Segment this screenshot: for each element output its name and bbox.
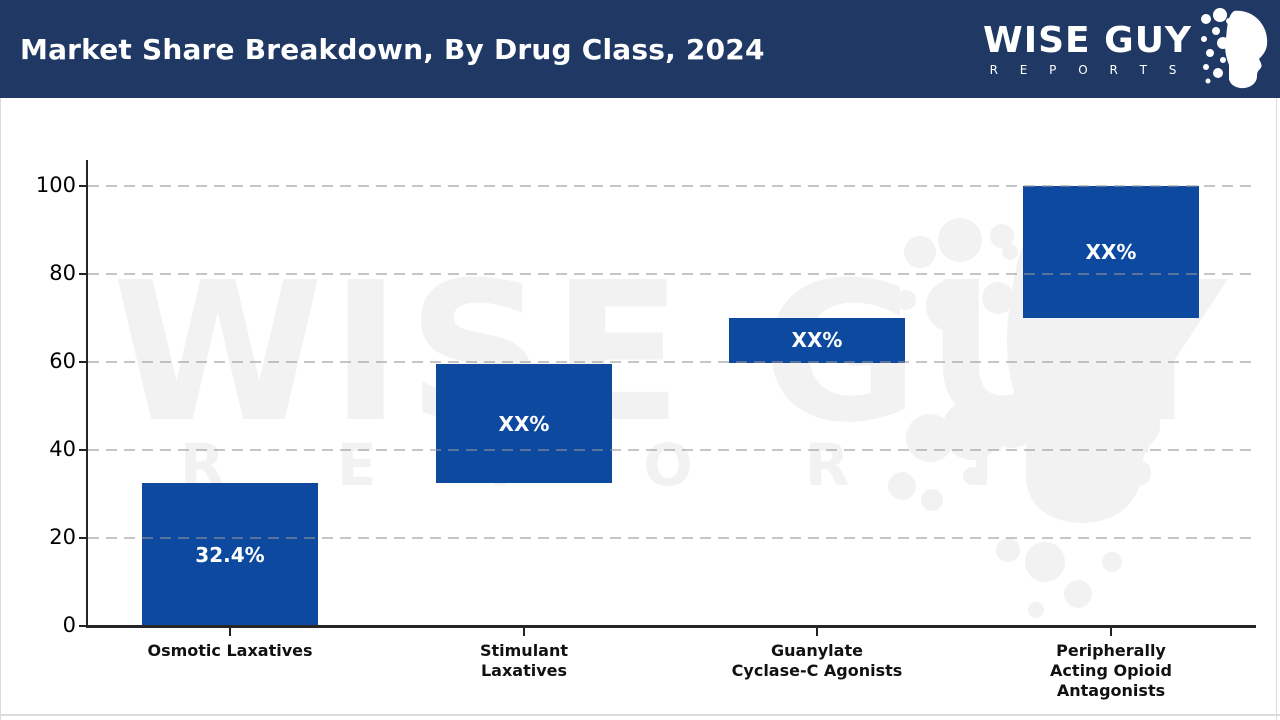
bar-guanylate-cyclase-c-agonists: XX% [729, 318, 905, 363]
gridline-100 [88, 185, 1256, 187]
y-tick-label-20: 20 [49, 525, 76, 549]
bar-stimulant-laxatives: XX% [436, 364, 612, 484]
bar-peripherally-acting-opioid-antagonists: XX% [1023, 186, 1199, 318]
logo-subtitle: R E P O R T S [989, 62, 1186, 77]
category-label-line: Laxatives [480, 661, 568, 680]
x-tick-mark [816, 628, 818, 636]
bar-value-label: 32.4% [195, 542, 265, 567]
bar-value-label: XX% [791, 328, 843, 353]
category-label-line: Antagonists [1056, 681, 1166, 700]
category-label-osmotic-laxatives: Osmotic Laxatives [70, 641, 390, 661]
y-tick-label-40: 40 [49, 437, 76, 461]
face-profile-logo-icon [1201, 8, 1268, 89]
right-rule [1276, 98, 1277, 720]
gridline-80 [88, 273, 1256, 275]
bar-value-label: XX% [1085, 240, 1137, 264]
left-rule [0, 98, 1, 720]
x-tick-mark [229, 628, 231, 636]
category-label-line: Peripherally [1056, 641, 1166, 660]
category-label-line: Cyclase-C Agonists [731, 661, 903, 680]
x-tick-mark [1110, 628, 1112, 636]
y-tick-mark [79, 537, 87, 539]
bottom-rule [0, 714, 1280, 716]
category-label-stimulant-laxatives: Stimulant Laxatives [364, 641, 684, 681]
category-label-line: Osmotic Laxatives [147, 641, 313, 660]
gridline-60 [88, 361, 1256, 363]
logo-wordmark: WISE GUY [982, 19, 1192, 61]
y-tick-mark [79, 449, 87, 451]
logo-text: WISE GUY R E P O R T S [982, 19, 1192, 77]
bar-osmotic-laxatives: 32.4% [142, 483, 318, 626]
y-tick-label-0: 0 [62, 613, 76, 637]
y-tick-mark [79, 625, 87, 627]
y-tick-mark [79, 273, 87, 275]
x-axis-baseline [86, 625, 1256, 628]
gridline-20 [88, 537, 1256, 539]
y-tick-label-60: 60 [49, 349, 76, 373]
category-label-line: Guanylate [771, 641, 863, 660]
y-tick-mark [79, 185, 87, 187]
y-axis-spine [86, 160, 88, 628]
x-tick-mark [523, 628, 525, 636]
category-label-peripherally-acting-opioid-antagonists: Peripherally Acting Opioid Antagonists [951, 641, 1271, 701]
category-label-line: Stimulant [479, 641, 569, 660]
y-tick-mark [79, 361, 87, 363]
category-label-guanylate-cyclase-c-agonists: Guanylate Cyclase-C Agonists [657, 641, 977, 681]
header-banner: Market Share Breakdown, By Drug Class, 2… [0, 0, 1280, 98]
wise-guy-reports-logo: WISE GUY R E P O R T S [983, 5, 1280, 93]
gridline-40 [88, 449, 1256, 451]
y-tick-label-100: 100 [35, 173, 76, 197]
bar-value-label: XX% [498, 411, 550, 436]
y-tick-label-80: 80 [49, 261, 76, 285]
category-label-line: Acting Opioid [1050, 661, 1172, 680]
chart-title: Market Share Breakdown, By Drug Class, 2… [20, 32, 765, 66]
